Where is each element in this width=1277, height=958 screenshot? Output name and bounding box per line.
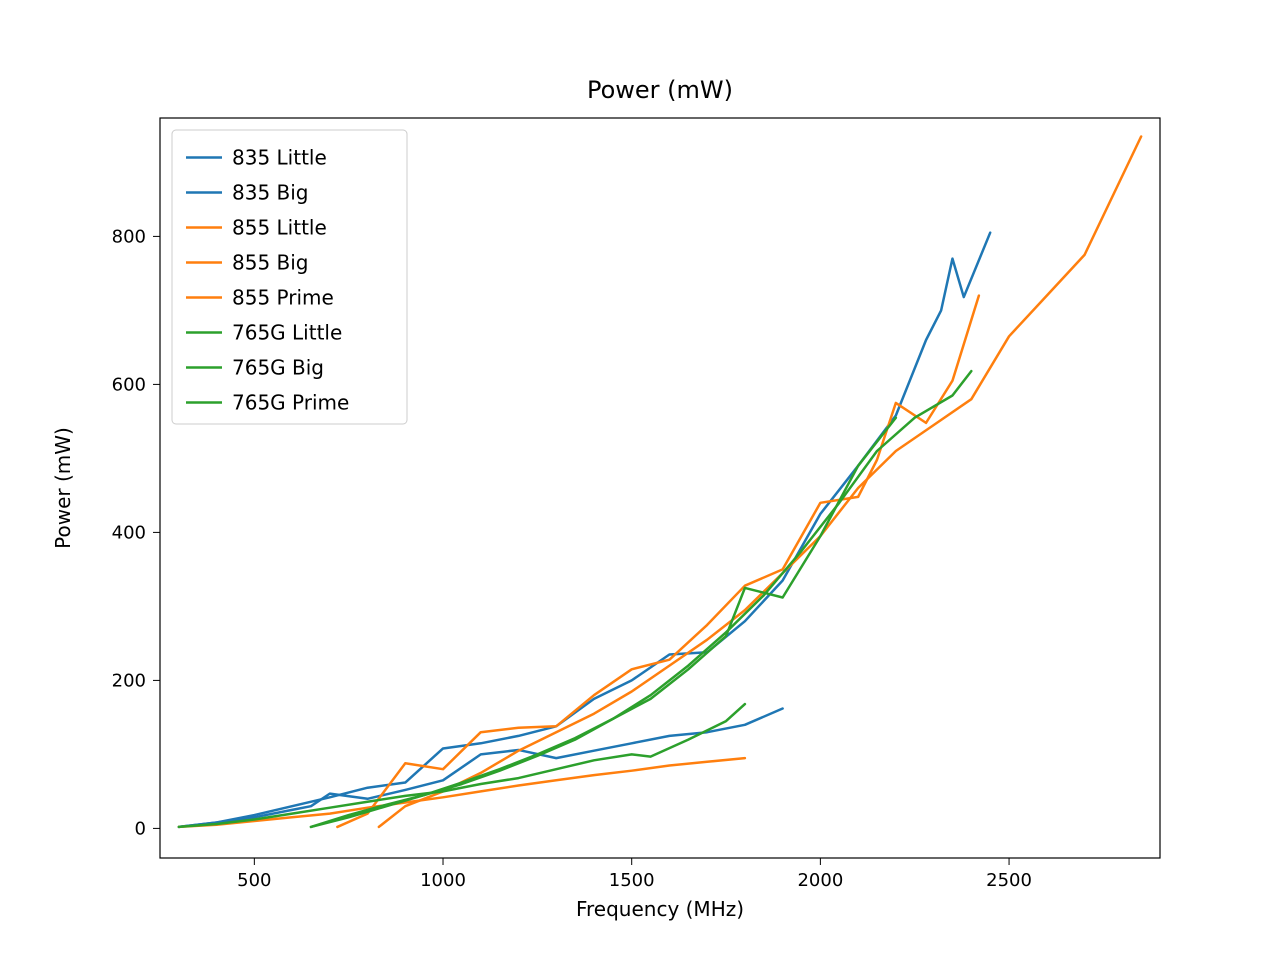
legend-label: 855 Prime	[232, 286, 334, 310]
series-line	[179, 704, 745, 827]
chart-title: Power (mW)	[587, 76, 733, 104]
x-tick-label: 500	[237, 870, 271, 891]
legend-label: 835 Big	[232, 181, 309, 205]
legend-label: 765G Big	[232, 356, 324, 380]
legend-label: 835 Little	[232, 146, 327, 170]
x-axis-label: Frequency (MHz)	[576, 897, 744, 921]
x-tick-label: 2500	[986, 870, 1032, 891]
series-line	[311, 371, 971, 827]
y-tick-label: 200	[112, 670, 146, 691]
x-tick-label: 2000	[797, 870, 843, 891]
y-tick-label: 800	[112, 226, 146, 247]
legend-label: 855 Little	[232, 216, 327, 240]
chart-svg: 500 1000 1500 2000 2500 0 200 400 600 800 Frequenc…	[0, 0, 1277, 958]
y-tick-label: 0	[135, 818, 146, 839]
series-line	[179, 709, 783, 827]
y-tick-label: 400	[112, 522, 146, 543]
x-tick-label: 1000	[420, 870, 466, 891]
legend-label: 765G Prime	[232, 391, 349, 415]
chart-container: 500 1000 1500 2000 2500 0 200 400 600 800 Frequenc…	[0, 0, 1277, 958]
x-tick-label: 1500	[609, 870, 655, 891]
series-line	[379, 137, 1141, 827]
legend-box	[172, 130, 407, 424]
y-tick-label: 600	[112, 374, 146, 395]
y-axis-label: Power (mW)	[51, 427, 75, 549]
legend-label: 855 Big	[232, 251, 309, 275]
series-line	[311, 418, 896, 827]
legend-label: 765G Little	[232, 321, 342, 345]
series-line	[337, 296, 979, 827]
